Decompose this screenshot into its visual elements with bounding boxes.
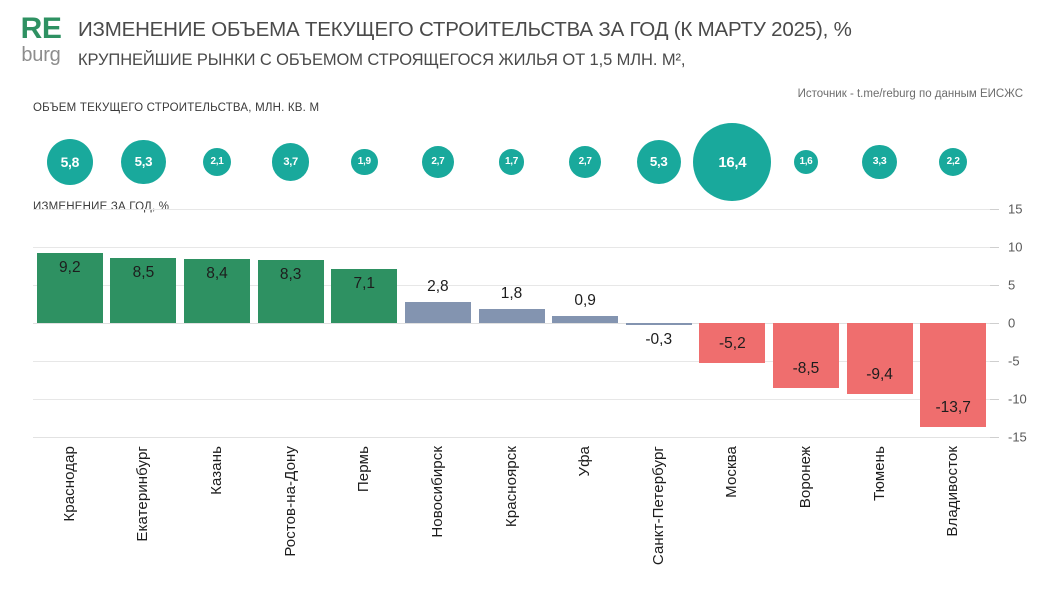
bar-value-label: 8,3 <box>279 265 302 283</box>
volume-bubble: 5,8 <box>46 138 93 186</box>
y-tick-label: -5 <box>1008 353 1020 369</box>
bubble-section-label: ОБЪЕМ ТЕКУЩЕГО СТРОИТЕЛЬСТВА, МЛН. КВ. М <box>33 102 320 114</box>
bar <box>331 269 398 323</box>
chart-subtitle: КРУПНЕЙШИЕ РЫНКИ С ОБЪЕМОМ СТРОЯЩЕГОСЯ Ж… <box>78 50 686 69</box>
category-label: Тюмень <box>870 446 888 501</box>
volume-bubble: 5,3 <box>636 139 681 185</box>
y-tick-mark <box>990 399 999 400</box>
category-label: Уфа <box>576 446 594 477</box>
category-label: Владивосток <box>944 446 962 537</box>
source-note: Источник - t.me/reburg по данным ЕИСЖС <box>797 88 1023 100</box>
volume-bubble: 5,3 <box>121 139 166 185</box>
chart-header: RE burg ИЗМЕНЕНИЕ ОБЪЕМА ТЕКУЩЕГО СТРОИТ… <box>0 0 1051 101</box>
gridline-0 <box>33 323 990 324</box>
y-tick-label: -10 <box>1008 391 1027 407</box>
category-label: Ростов-на-Дону <box>281 446 299 557</box>
volume-bubble: 3,7 <box>272 143 310 181</box>
volume-bubble: 2,2 <box>938 147 968 177</box>
gridline-15 <box>33 209 990 210</box>
category-label: Москва <box>723 446 741 498</box>
category-label: Казань <box>208 446 226 495</box>
bar <box>184 259 251 323</box>
gridline-10 <box>33 247 990 248</box>
volume-bubble: 1,6 <box>793 149 819 175</box>
gridline-neg10 <box>33 399 990 400</box>
reburg-logo: RE burg <box>10 12 72 66</box>
bar-value-label: -0,3 <box>645 331 673 348</box>
volume-bubble: 3,3 <box>862 144 898 180</box>
y-tick-mark <box>990 323 999 324</box>
bar-value-label: 2,8 <box>427 277 449 295</box>
chart-title: ИЗМЕНЕНИЕ ОБЪЕМА ТЕКУЩЕГО СТРОИТЕЛЬСТВА … <box>78 18 852 41</box>
bar <box>625 323 692 326</box>
volume-bubble: 2,7 <box>422 146 454 178</box>
bar <box>257 259 324 323</box>
bar <box>772 323 839 388</box>
logo-text-burg: burg <box>21 44 61 66</box>
bar <box>404 301 471 323</box>
bar-value-label: 8,4 <box>206 265 228 283</box>
bar <box>478 309 545 323</box>
category-label: Санкт-Петербург <box>649 446 667 566</box>
bar-value-label: -9,4 <box>866 366 893 384</box>
category-label: Красноярск <box>502 446 520 528</box>
y-tick-mark <box>990 285 999 286</box>
gridline-5 <box>33 285 990 286</box>
bar <box>552 316 619 323</box>
bar-value-label: 7,1 <box>353 275 376 293</box>
y-tick-label: 15 <box>1008 201 1023 217</box>
bar <box>846 323 913 395</box>
bar-value-label: -5,2 <box>718 334 746 352</box>
gridline-neg5 <box>33 361 990 362</box>
volume-bubble: 1,9 <box>350 148 378 176</box>
category-label: Краснодар <box>60 446 78 522</box>
y-tick-label: 5 <box>1008 277 1016 293</box>
bar <box>920 323 987 428</box>
bar-value-label: -13,7 <box>935 399 971 417</box>
category-label: Екатеринбург <box>134 446 152 542</box>
bar <box>699 323 766 363</box>
title-block: ИЗМЕНЕНИЕ ОБЪЕМА ТЕКУЩЕГО СТРОИТЕЛЬСТВА … <box>78 16 1038 72</box>
volume-bubble: 16,4 <box>693 123 772 201</box>
y-tick-mark <box>990 209 999 210</box>
bar-value-label: 0,9 <box>574 292 596 310</box>
volume-bubble: 2,7 <box>569 146 601 178</box>
bar-value-label: 1,8 <box>500 285 523 303</box>
bar-value-label: 9,2 <box>59 259 81 277</box>
volume-bubble: 1,7 <box>498 149 525 175</box>
x-axis-rule <box>33 437 990 438</box>
y-tick-mark <box>990 247 999 248</box>
bar-value-label: 8,5 <box>132 264 155 282</box>
logo-text-re: RE <box>20 12 62 45</box>
bars-section-label: ИЗМЕНЕНИЕ ЗА ГОД, % <box>33 201 170 213</box>
volume-bubble: 2,1 <box>203 148 231 176</box>
bar-value-label: -8,5 <box>792 359 820 377</box>
y-tick-label: 10 <box>1008 239 1023 255</box>
y-tick-label: 0 <box>1008 315 1016 331</box>
y-tick-mark <box>990 437 999 438</box>
y-tick-label: -15 <box>1008 429 1027 445</box>
bar <box>36 253 103 323</box>
category-label: Воронеж <box>796 446 814 509</box>
category-label: Пермь <box>355 446 373 493</box>
y-tick-mark <box>990 361 999 362</box>
category-label: Новосибирск <box>428 446 446 538</box>
bar <box>110 258 177 323</box>
